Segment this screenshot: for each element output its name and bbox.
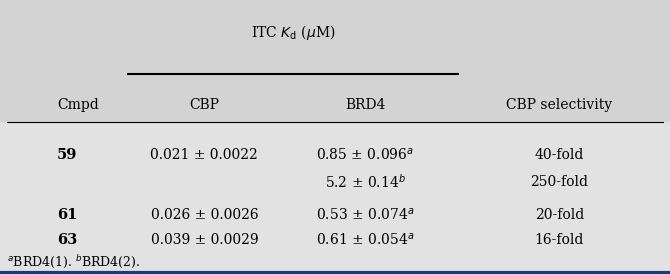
Text: 40-fold: 40-fold (535, 148, 584, 162)
Text: 16-fold: 16-fold (535, 233, 584, 247)
Text: ITC $K_\mathrm{d}$ ($\mu$M): ITC $K_\mathrm{d}$ ($\mu$M) (251, 23, 336, 42)
Text: 20-fold: 20-fold (535, 208, 584, 222)
Text: 0.53 ± 0.074$^{a}$: 0.53 ± 0.074$^{a}$ (316, 207, 415, 223)
Text: 0.61 ± 0.054$^{a}$: 0.61 ± 0.054$^{a}$ (316, 232, 415, 248)
Text: 0.021 ± 0.0022: 0.021 ± 0.0022 (151, 148, 258, 162)
Text: 0.85 ± 0.096$^{a}$: 0.85 ± 0.096$^{a}$ (316, 147, 414, 163)
Text: 250-fold: 250-fold (531, 175, 588, 189)
Text: Cmpd: Cmpd (57, 98, 98, 113)
Text: 0.039 ± 0.0029: 0.039 ± 0.0029 (151, 233, 258, 247)
Text: 61: 61 (57, 208, 77, 222)
Text: 59: 59 (57, 148, 77, 162)
Text: CBP: CBP (190, 98, 219, 113)
Bar (0, 0, 670, 122)
Text: CBP selectivity: CBP selectivity (507, 98, 612, 113)
Text: $^{a}$BRD4(1). $^{b}$BRD4(2).: $^{a}$BRD4(1). $^{b}$BRD4(2). (7, 253, 140, 270)
Text: 5.2 ± 0.14$^{b}$: 5.2 ± 0.14$^{b}$ (325, 173, 405, 191)
Text: BRD4: BRD4 (345, 98, 385, 113)
Text: 63: 63 (57, 233, 77, 247)
Text: 0.026 ± 0.0026: 0.026 ± 0.0026 (151, 208, 258, 222)
